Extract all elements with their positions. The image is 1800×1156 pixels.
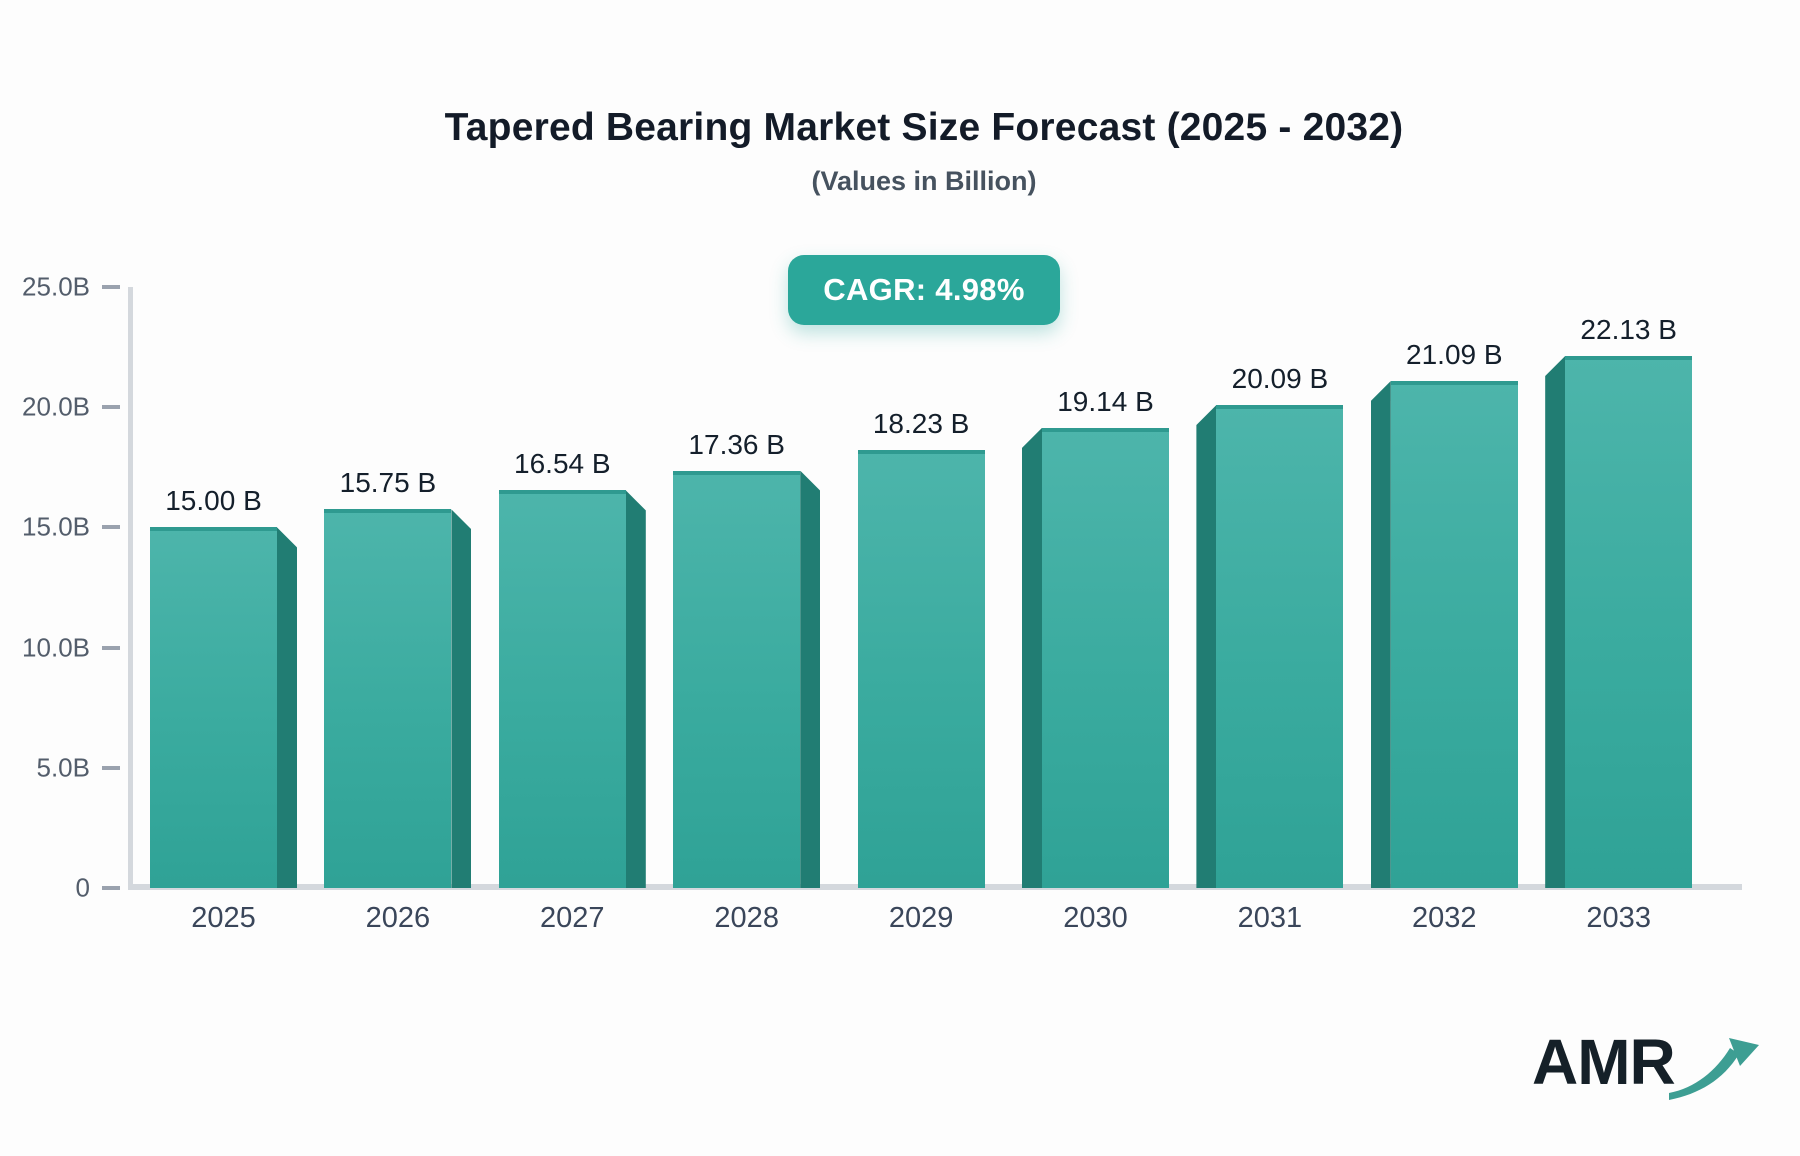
bar-2032	[1370, 380, 1518, 888]
x-tick-label: 2027	[540, 902, 605, 934]
bar-2027	[498, 490, 646, 888]
bar-value-label: 20.09 B	[1231, 363, 1329, 395]
bar-value-label: 22.13 B	[1580, 313, 1677, 345]
bar-face	[673, 470, 801, 888]
bar-face	[324, 509, 452, 888]
y-tick-label: 25.0B	[22, 271, 90, 302]
bar-face	[1216, 405, 1344, 888]
y-tick-dash	[102, 886, 120, 890]
bar-value-label: 15.00 B	[165, 485, 262, 517]
cagr-badge: CAGR: 4.98%	[788, 255, 1060, 325]
bar-2033	[1545, 355, 1693, 888]
y-tick-dash	[102, 525, 120, 530]
y-tick-label: 20.0B	[22, 391, 90, 422]
chart-title: Tapered Bearing Market Size Forecast (20…	[444, 106, 1404, 149]
bar-face	[150, 527, 277, 888]
bar-face	[498, 490, 626, 888]
amr-logo: AMR	[1532, 1030, 1761, 1110]
bar-2025	[150, 527, 297, 888]
y-tick-label: 15.0B	[22, 511, 90, 542]
x-tick-label: 2032	[1412, 902, 1477, 934]
bar-2031	[1196, 405, 1344, 888]
y-tick-dash	[102, 765, 120, 770]
bar-value-label: 21.09 B	[1406, 338, 1503, 370]
y-tick-label: 0	[75, 872, 90, 903]
bar-face	[857, 449, 985, 888]
x-tick-label: 2025	[191, 902, 256, 934]
bar-2030	[1022, 427, 1169, 888]
bar-side	[1370, 380, 1391, 888]
bar-side	[625, 490, 646, 888]
bar-value-label: 15.75 B	[339, 467, 437, 499]
bar-side	[451, 509, 472, 888]
amr-logo-text: AMR	[1532, 1026, 1676, 1098]
x-tick-label: 2029	[888, 902, 954, 934]
x-tick-label: 2026	[365, 902, 431, 934]
bar-face	[1042, 427, 1169, 888]
x-tick-label: 2028	[714, 902, 779, 934]
y-tick-dash	[102, 405, 120, 410]
bar-side	[1196, 405, 1217, 888]
bar-face	[1390, 380, 1518, 888]
x-tick-label: 2031	[1237, 902, 1303, 934]
bar-2026	[324, 509, 472, 888]
bar-value-label: 19.14 B	[1057, 385, 1154, 417]
bar-value-label: 16.54 B	[514, 448, 611, 480]
y-tick-label: 10.0B	[22, 632, 90, 663]
bar-2028	[673, 470, 821, 888]
bar-side	[1545, 355, 1566, 888]
x-tick-label: 2033	[1586, 902, 1651, 934]
bar-value-label: 18.23 B	[872, 407, 970, 439]
y-tick-dash	[102, 645, 120, 650]
y-axis-line	[128, 287, 133, 888]
bar-side	[277, 527, 297, 888]
bar-face	[1565, 355, 1693, 888]
chart-subtitle: (Values in Billion)	[811, 166, 1037, 196]
y-tick-dash	[102, 285, 120, 289]
bar-value-label: 17.36 B	[688, 428, 785, 460]
bar-side	[1022, 427, 1042, 888]
trend-up-arrow-icon	[1668, 1038, 1759, 1100]
y-tick-label: 5.0B	[36, 752, 91, 783]
bar-side	[800, 470, 821, 888]
x-tick-label: 2030	[1063, 902, 1128, 934]
bar-2029	[848, 449, 995, 888]
